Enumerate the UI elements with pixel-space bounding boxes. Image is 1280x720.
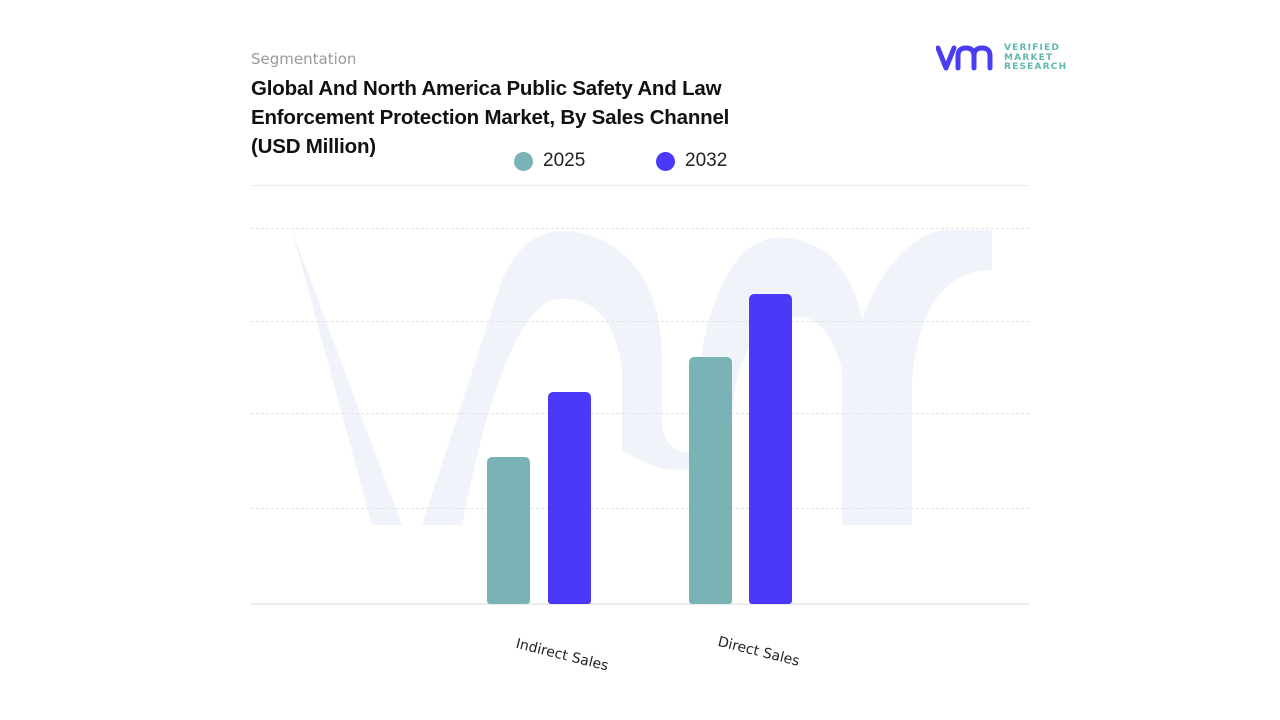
chart-title: Global And North America Public Safety A… (251, 77, 730, 158)
legend-swatch-icon (656, 151, 675, 171)
x-label-direct-sales: Direct Sales (716, 634, 802, 670)
legend-item-2025: 2025 (514, 149, 585, 173)
x-label-indirect-sales: Indirect Sales (514, 636, 610, 675)
legend-label: 2025 (543, 150, 586, 171)
gridline (251, 228, 1029, 229)
legend-item-2032: 2032 (656, 149, 727, 173)
x-axis-baseline (251, 603, 1029, 605)
legend-swatch-icon (514, 151, 533, 171)
gridline (251, 508, 1029, 509)
legend-label: 2032 (685, 150, 728, 171)
bar-indirect-2032 (548, 392, 591, 604)
vmr-logo-mark-icon (936, 45, 993, 71)
top-border (251, 185, 1029, 186)
gridline (251, 321, 1029, 322)
watermark-icon (292, 230, 992, 525)
segment-label: Segmentation (251, 50, 357, 68)
bar-direct-2025 (689, 357, 732, 604)
logo-wordmark: VERIFIED MARKET RESEARCH (1004, 43, 1068, 72)
vmr-logo: VERIFIED MARKET RESEARCH (936, 43, 1068, 73)
bar-indirect-2025 (487, 457, 530, 604)
gridline (251, 413, 1029, 414)
plot-area (251, 185, 1029, 605)
bar-direct-2032 (749, 294, 792, 604)
